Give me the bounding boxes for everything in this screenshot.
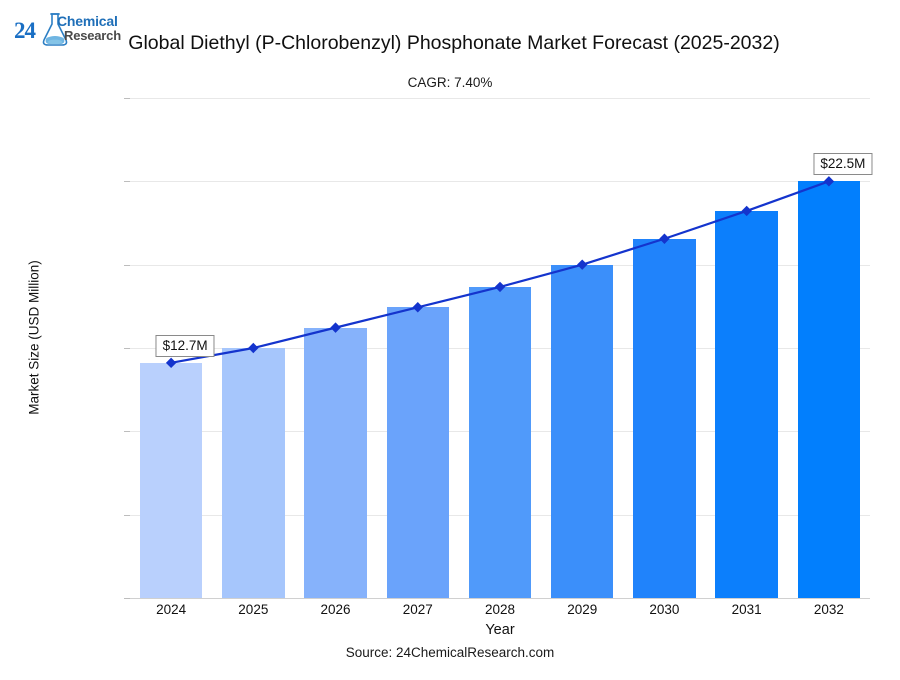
y-tick-mark (124, 264, 130, 266)
source-note: Source: 24ChemicalResearch.com (345, 645, 555, 660)
x-tick-label: 2029 (567, 602, 598, 617)
plot-area: $0.0M$4.5M$9.0M$13.5M$18.0M$22.5M$27.0M … (124, 98, 873, 617)
y-tick-mark (124, 181, 130, 183)
y-axis-title: Market Size (USD Million) (26, 260, 42, 415)
bar-2031[interactable] (715, 210, 778, 598)
y-tick-mark (124, 348, 130, 349)
y-tick-mark (124, 598, 130, 599)
chart-title: Global Diethyl (P-Chlorobenzyl) Phosphon… (128, 32, 780, 54)
x-tick-label: 2027 (402, 602, 433, 617)
gridline (130, 181, 870, 183)
flask-icon (42, 13, 68, 46)
bar-2026[interactable] (304, 327, 367, 598)
bar-2030[interactable] (633, 238, 696, 598)
x-tick-label: 2030 (649, 602, 680, 617)
x-tick-label: 2026 (320, 602, 351, 617)
bar-2029[interactable] (550, 264, 614, 598)
x-tick-label: 2031 (731, 602, 762, 617)
y-tick-mark (124, 431, 130, 433)
gridline (130, 98, 870, 99)
y-tick-mark (124, 514, 130, 516)
logo-word-research: Research (64, 28, 121, 43)
bar-2028[interactable] (468, 286, 532, 598)
value-label-2032: $22.5M (813, 153, 873, 176)
x-tick-label: 2028 (484, 602, 515, 617)
chart-subtitle-cagr: CAGR: 7.40% (407, 75, 493, 90)
x-tick-label: 2024 (156, 602, 187, 617)
y-tick-mark (124, 98, 130, 99)
value-label-2024: $12.7M (155, 334, 215, 357)
brand-logo: 24 Chemical Research (14, 10, 126, 50)
bar-2032[interactable] (797, 181, 861, 598)
bar-2024[interactable] (139, 362, 203, 598)
x-tick-label: 2025 (238, 602, 269, 617)
logo-number: 24 (14, 18, 36, 43)
gridline (130, 598, 870, 599)
x-tick-label: 2032 (813, 602, 844, 617)
logo-word-chemical: Chemical (57, 13, 118, 29)
bar-2025[interactable] (222, 348, 285, 598)
bar-2027[interactable] (386, 307, 450, 598)
x-axis-title: Year (485, 622, 515, 638)
